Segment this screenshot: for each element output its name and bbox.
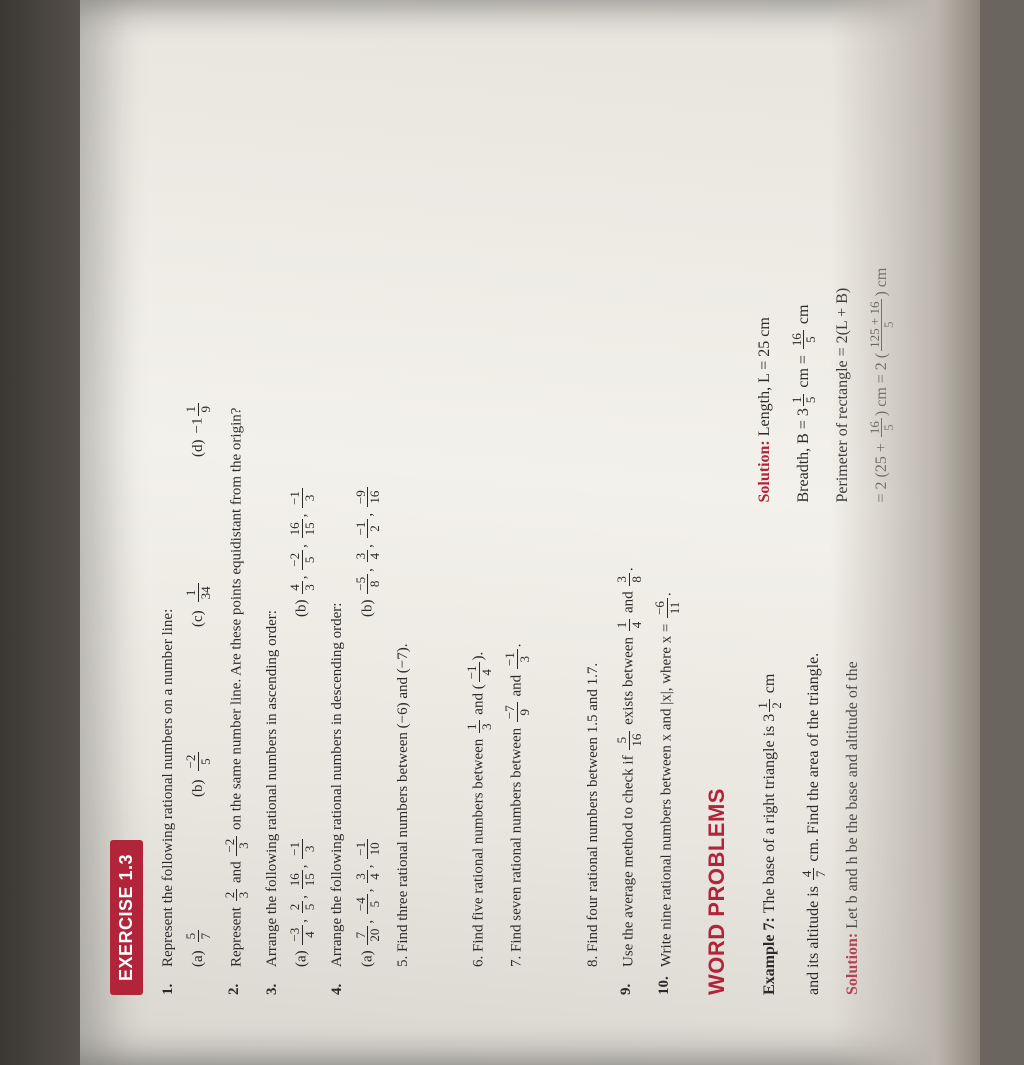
question-row-7-8: 7. Find seven rational numbers between −…: [503, 40, 605, 995]
q3-b: (b) 43, −25, 1615, −13: [288, 357, 316, 617]
q-number: 3.: [261, 984, 284, 995]
q-number: 5.: [395, 956, 411, 967]
example-7-line2: and its altitude is 47 cm. Find the area…: [800, 533, 828, 996]
q1-opt-b: (b)−25: [184, 687, 212, 797]
q3-subs: (a) −34, 25, 1615, −13 (b) 43, −25, 1615…: [288, 40, 316, 967]
word-problems-heading: WORD PROBLEMS: [704, 40, 730, 995]
q-number: 7.: [509, 956, 525, 967]
page-curve-shadow: [830, 0, 980, 1065]
q8-stem: Find four rational numbers between 1.5 a…: [585, 663, 601, 952]
solution-right-l2: Breadth, B = 315 cm = 165 cm: [790, 40, 818, 503]
q-number: 8.: [585, 956, 601, 967]
q-number: 9.: [615, 984, 638, 995]
q4-b: (b) −58, 34, −12, −916: [354, 357, 382, 617]
question-3: 3. Arrange the following rational number…: [261, 40, 317, 995]
q-number: 6.: [471, 956, 487, 967]
q1-options: (a)57 (b)−25 (c)134 (d)−119: [184, 40, 212, 967]
q1-opt-a: (a)57: [184, 857, 212, 967]
q-number: 10.: [653, 976, 676, 995]
sheet: EXERCISE 1.3 1. Represent the following …: [0, 0, 1024, 1065]
q-stem: Represent the following rational numbers…: [160, 609, 176, 967]
rotated-page: EXERCISE 1.3 1. Represent the following …: [0, 41, 1024, 1065]
q1-opt-c: (c)134: [184, 517, 212, 627]
q4-a: (a) 720, −45, 34, −110: [354, 707, 382, 967]
question-row-5-6: 5. Find three rational numbers between (…: [392, 40, 494, 995]
question-1: 1. Represent the following rational numb…: [157, 40, 213, 995]
solution-right-l1: Solution: Length, L = 25 cm: [756, 40, 774, 503]
example-7: Example 7: The base of a right triangle …: [756, 533, 784, 996]
question-2: 2. Represent 23 and −23 on the same numb…: [223, 40, 251, 995]
q1-opt-d: (d)−119: [184, 347, 212, 457]
question-9: 9. Use the average method to check if 51…: [615, 40, 643, 995]
q-number: 1.: [157, 984, 180, 995]
question-10: 10. Write nine rational numbers between …: [653, 40, 681, 995]
q-stem: Arrange the following rational numbers i…: [329, 603, 345, 967]
q5-stem: Find three rational numbers between (−6)…: [395, 644, 411, 953]
q-stem: Arrange the following rational numbers i…: [264, 610, 280, 967]
q-number: 4.: [326, 984, 349, 995]
q4-subs: (a) 720, −45, 34, −110 (b) −58, 34, −12,…: [354, 40, 382, 967]
q-number: 2.: [223, 984, 246, 995]
paper: EXERCISE 1.3 1. Represent the following …: [80, 0, 980, 1065]
question-4: 4. Arrange the following rational number…: [326, 40, 382, 995]
exercise-badge: EXERCISE 1.3: [110, 840, 143, 995]
q3-a: (a) −34, 25, 1615, −13: [288, 707, 316, 967]
question-list: 1. Represent the following rational numb…: [157, 40, 682, 995]
